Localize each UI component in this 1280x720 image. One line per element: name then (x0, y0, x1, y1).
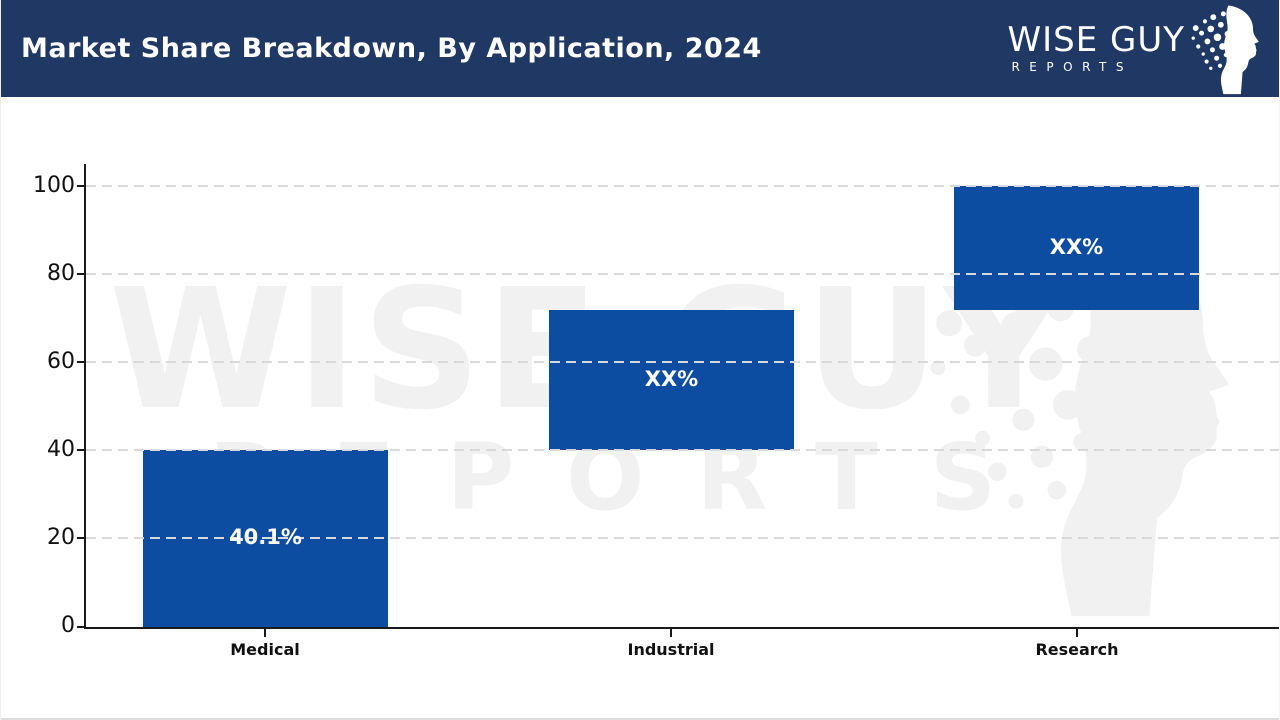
y-tick (77, 273, 85, 275)
y-tick-label: 0 (61, 613, 75, 638)
gridline-60 (86, 361, 1279, 363)
x-tick (1076, 629, 1078, 637)
page-title: Market Share Breakdown, By Application, … (21, 33, 762, 64)
bar-value-label: XX% (1049, 235, 1104, 259)
gridline-40 (86, 449, 1279, 451)
gridline-20 (86, 537, 1279, 539)
logo-text: WISE GUY REPORTS (1007, 23, 1185, 74)
x-label-industrial: Industrial (627, 640, 715, 659)
y-tick (77, 626, 85, 628)
logo-wordmark: WISE GUY (1007, 20, 1185, 60)
gridline-80 (86, 273, 1279, 275)
x-tick (670, 629, 672, 637)
y-axis-line (84, 164, 86, 629)
wise-guy-reports-logo: WISE GUY REPORTS (1007, 3, 1271, 95)
bar-value-label: 40.1% (229, 525, 302, 549)
bar-research (954, 186, 1199, 310)
x-axis-line (84, 627, 1279, 629)
logo-head-icon (1191, 5, 1259, 94)
header-bar: Market Share Breakdown, By Application, … (1, 0, 1279, 97)
y-tick (77, 449, 85, 451)
gridline-100 (86, 185, 1279, 187)
y-tick (77, 537, 85, 539)
footer-divider (1, 718, 1279, 720)
y-tick-label: 40 (47, 437, 75, 462)
x-label-research: Research (1035, 640, 1119, 659)
y-tick-label: 80 (47, 261, 75, 286)
bar-value-label: XX% (644, 367, 699, 391)
x-label-medical: Medical (230, 640, 300, 659)
bar-industrial (549, 310, 794, 450)
logo-subtitle: REPORTS (1011, 60, 1133, 74)
y-tick (77, 361, 85, 363)
y-tick-label: 60 (47, 349, 75, 374)
x-tick (264, 629, 266, 637)
y-tick (77, 185, 85, 187)
y-tick-label: 20 (47, 525, 75, 550)
y-tick-label: 100 (33, 173, 75, 198)
